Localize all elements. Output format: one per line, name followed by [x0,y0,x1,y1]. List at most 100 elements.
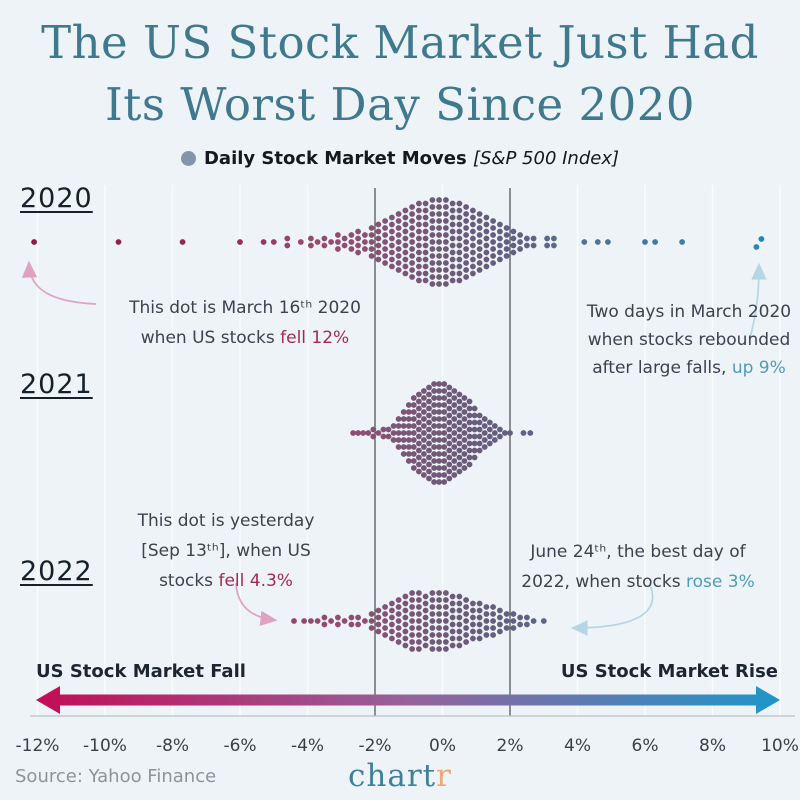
source-credit: Source: Yahoo Finance [15,766,217,787]
dot [486,440,493,447]
dot [456,398,463,405]
dot [451,402,458,408]
dot [429,253,436,259]
dot [389,614,395,621]
dot [355,242,361,249]
dot [416,398,422,405]
dot [395,597,402,603]
dot [466,454,473,461]
dot [456,440,463,447]
dot [382,253,388,259]
dot [421,458,427,464]
dot [431,388,437,394]
dot [402,607,409,614]
dot [436,479,442,485]
dot [503,225,510,231]
dot [260,239,267,245]
dot [416,604,422,610]
dot [395,625,402,631]
dot [395,253,402,259]
dot [348,621,355,628]
dot [470,242,476,249]
dot [410,458,417,464]
dot [490,232,496,238]
dot [443,253,449,259]
dot [476,225,483,231]
dot [284,242,291,249]
dot [416,200,422,207]
dot [416,228,422,235]
dot [476,600,483,607]
dot [476,211,483,217]
dot [471,405,478,412]
dot [466,461,473,468]
dot [348,614,355,621]
dot [470,249,476,256]
dot [449,249,456,256]
dot [470,635,476,642]
dot [421,451,427,457]
swarm-2020 [31,197,765,287]
dot [395,232,402,238]
dot [436,409,442,415]
dot [463,246,469,252]
dot [410,444,417,450]
dot [490,225,496,231]
dot [463,274,469,280]
dot [441,444,448,450]
dot [382,218,388,224]
dot [463,639,469,645]
dot [476,239,483,245]
dot [422,607,429,614]
dot [402,242,409,249]
dot [443,260,449,266]
dot [422,221,429,228]
dot [446,461,453,468]
axis-tick-label: -12% [15,736,60,756]
dot [449,270,456,277]
dot [375,628,382,635]
dot [421,423,427,429]
dot [426,433,432,440]
dot [368,253,375,259]
dot [402,256,409,263]
dot [510,249,517,256]
arrow-to-rebound-dots [749,262,767,339]
dot [416,426,422,433]
dot [470,256,476,263]
dot [524,621,530,628]
fall-axis-label: US Stock Market Fall [36,661,246,682]
dot [422,614,429,621]
dot [395,239,402,245]
dot [517,614,523,621]
arrow-to-march16-dot [21,260,97,305]
dot [409,646,415,652]
dot [470,607,476,614]
dot [115,239,122,245]
dot [436,639,442,645]
axis-tick-label: 4% [564,736,591,756]
dot [436,472,442,478]
dot [497,426,503,433]
dot [335,614,341,621]
axis-tick-label: 2% [496,736,524,756]
annotation-line: stocks fell 4.3% [120,566,332,596]
dot [510,618,517,624]
annotation-line: when US stocks fell 12% [90,323,400,353]
dot [490,239,496,245]
axis-tick-label: 10% [761,736,799,756]
dot [456,221,463,228]
dot [486,433,493,440]
dot [456,621,463,628]
dot [328,239,334,245]
dot [476,246,483,252]
dot [436,423,442,429]
dot [443,281,449,287]
dot [382,604,388,610]
dot [421,402,427,408]
dot [476,232,483,238]
dot [463,232,469,238]
dot [436,204,442,210]
dot [436,246,442,252]
